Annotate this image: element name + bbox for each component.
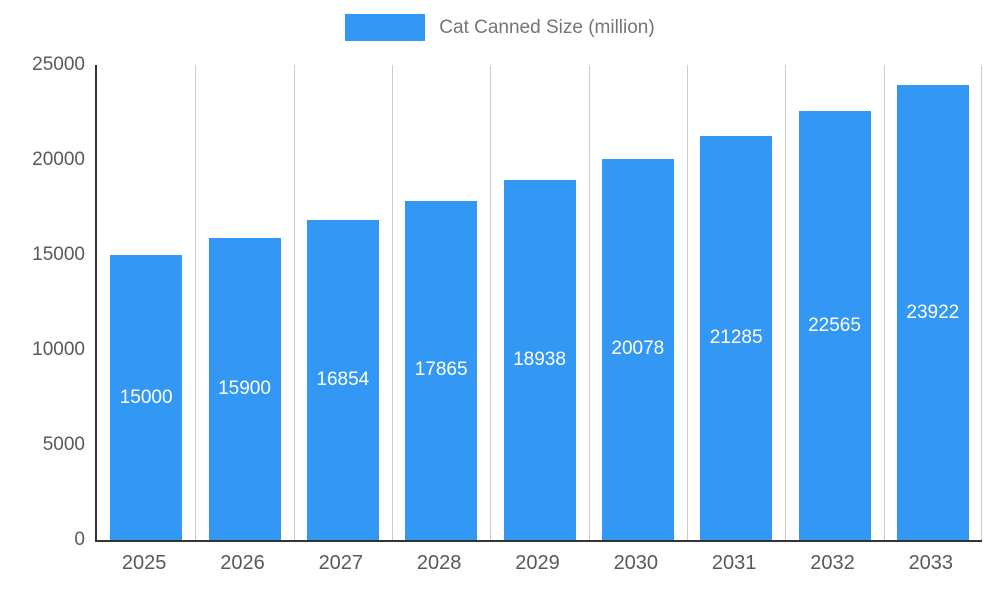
bar: 15900 — [208, 237, 281, 540]
x-axis-labels: 2025 2026 2027 2028 2029 2030 2031 2032 2033 — [95, 552, 980, 582]
bar-value-label: 20078 — [611, 338, 665, 360]
legend-label: Cat Canned Size (million) — [439, 16, 655, 38]
x-tick-label: 2030 — [613, 552, 659, 574]
x-tick-label: 2032 — [810, 552, 855, 574]
y-tick-label: 20000 — [32, 149, 85, 170]
x-tick-label: 2027 — [318, 552, 364, 574]
gridline — [883, 65, 885, 540]
bar: 18938 — [503, 180, 576, 540]
bar-value-label: 16854 — [316, 368, 370, 390]
gridline — [195, 65, 197, 540]
bar: 20078 — [601, 158, 674, 540]
y-axis-labels: 0 5000 10000 15000 20000 25000 — [0, 54, 85, 550]
x-tick-label: 2026 — [220, 552, 265, 574]
legend-swatch — [345, 14, 426, 41]
bar: 17865 — [405, 200, 478, 540]
gridline — [392, 65, 393, 540]
bar-value-label: 21285 — [709, 326, 763, 348]
bar: 22565 — [798, 111, 871, 540]
y-tick-label: 25000 — [32, 54, 85, 75]
legend: Cat Canned Size (million) — [0, 14, 1000, 41]
y-tick-label: 5000 — [42, 434, 85, 455]
gridline — [785, 65, 787, 540]
x-tick-label: 2031 — [711, 552, 757, 574]
bar: 23922 — [896, 85, 969, 540]
gridline — [687, 65, 688, 540]
gridline — [293, 65, 295, 540]
bar-value-label: 18938 — [513, 349, 566, 371]
bar-value-label: 23922 — [906, 301, 960, 323]
bar-value-label: 15000 — [119, 386, 173, 408]
y-tick-label: 15000 — [32, 244, 85, 265]
x-tick-label: 2033 — [908, 552, 954, 574]
y-tick-label: 10000 — [32, 339, 85, 360]
y-tick-label: 0 — [74, 529, 85, 550]
bar: 16854 — [306, 219, 379, 540]
gridline — [588, 65, 590, 540]
bar: 15000 — [110, 255, 183, 540]
x-tick-label: 2028 — [416, 552, 462, 574]
bar-value-label: 15900 — [218, 377, 271, 399]
gridline — [490, 65, 492, 540]
bar-value-label: 17865 — [414, 359, 468, 381]
bar-value-label: 22565 — [808, 314, 861, 336]
bar: 21285 — [700, 135, 773, 540]
gridline — [981, 65, 982, 540]
x-tick-label: 2029 — [515, 552, 560, 574]
x-tick-label: 2025 — [121, 552, 167, 574]
plot-area: 15000 15900 16854 17865 18938 20078 21285 22565… — [95, 65, 982, 542]
